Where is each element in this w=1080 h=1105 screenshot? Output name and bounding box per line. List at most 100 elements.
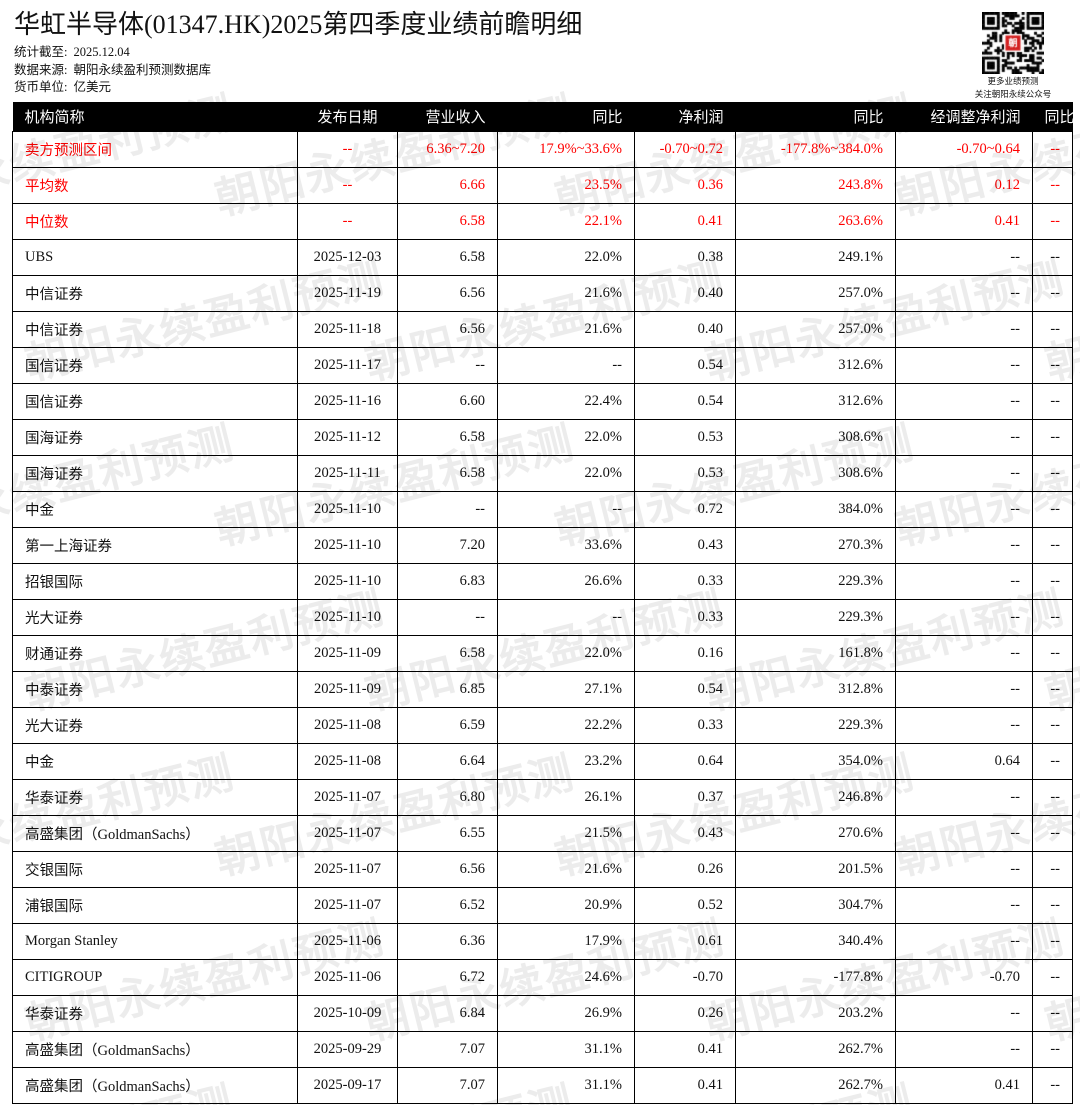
- cell-revenue-yoy: 22.4%: [497, 382, 635, 420]
- page-title: 华虹半导体(01347.HK)2025第四季度业绩前瞻明细: [14, 10, 583, 39]
- column-header-revenue-yoy[interactable]: 同比: [497, 102, 635, 131]
- cell-net-profit-yoy: 229.3%: [735, 706, 896, 744]
- cell-net-profit-yoy: -177.8%: [735, 958, 896, 996]
- cell-adj-net-profit-yoy: --: [1032, 562, 1073, 600]
- cell-publish-date: 2025-11-10: [297, 490, 398, 528]
- cell-revenue-yoy: 31.1%: [497, 1066, 635, 1104]
- table-row[interactable]: 财通证券 2025-11-09 6.58 22.0% 0.16 161.8% -- --: [12, 634, 1073, 672]
- table-row[interactable]: 光大证券 2025-11-10 -- -- 0.33 229.3% -- --: [12, 598, 1073, 636]
- table-row[interactable]: Morgan Stanley 2025-11-06 6.36 17.9% 0.61 340…: [12, 922, 1073, 960]
- summary-row[interactable]: 平均数 -- 6.66 23.5% 0.36 243.8% 0.12 --: [12, 166, 1073, 204]
- summary-row[interactable]: 卖方预测区间 -- 6.36~7.20 17.9%~33.6% -0.70~0.72 -1…: [12, 130, 1073, 168]
- cell-publish-date: 2025-12-03: [297, 238, 398, 276]
- column-header-net-profit-yoy[interactable]: 同比: [735, 102, 896, 131]
- column-header-institution[interactable]: 机构简称: [12, 102, 298, 131]
- table-row[interactable]: 国信证券 2025-11-16 6.60 22.4% 0.54 312.6% -- --: [12, 382, 1073, 420]
- table-row[interactable]: 国信证券 2025-11-17 -- -- 0.54 312.6% -- --: [12, 346, 1073, 384]
- cell-net-profit: 0.26: [634, 850, 736, 888]
- table-row[interactable]: 第一上海证券 2025-11-10 7.20 33.6% 0.43 270.3% -- --: [12, 526, 1073, 564]
- cell-institution: 国信证券: [12, 346, 298, 384]
- table-row[interactable]: CITIGROUP 2025-11-06 6.72 24.6% -0.70 -177.8%…: [12, 958, 1073, 996]
- summary-row[interactable]: 中位数 -- 6.58 22.1% 0.41 263.6% 0.41 --: [12, 202, 1073, 240]
- table-row[interactable]: 招银国际 2025-11-10 6.83 26.6% 0.33 229.3% -- --: [12, 562, 1073, 600]
- cell-net-profit-yoy: 262.7%: [735, 1066, 896, 1104]
- cell-institution: 光大证券: [12, 598, 298, 636]
- cell-revenue: 6.36~7.20: [397, 130, 498, 168]
- table-row[interactable]: 华泰证券 2025-11-07 6.80 26.1% 0.37 246.8% -- --: [12, 778, 1073, 816]
- cell-net-profit: 0.16: [634, 634, 736, 672]
- cell-revenue: 6.64: [397, 742, 498, 780]
- cell-net-profit-yoy: 340.4%: [735, 922, 896, 960]
- forecast-table: 机构简称 发布日期 营业收入 同比 净利润 同比 经调整净利润 同比 卖方预测区…: [12, 102, 1073, 1104]
- cell-adj-net-profit: --: [895, 886, 1033, 924]
- cell-revenue-yoy: 21.6%: [497, 850, 635, 888]
- cell-revenue: 6.56: [397, 310, 498, 348]
- cell-adj-net-profit-yoy: --: [1032, 814, 1073, 852]
- table-row[interactable]: 国海证券 2025-11-12 6.58 22.0% 0.53 308.6% -- --: [12, 418, 1073, 456]
- cell-revenue-yoy: 20.9%: [497, 886, 635, 924]
- table-row[interactable]: 中信证券 2025-11-19 6.56 21.6% 0.40 257.0% -- --: [12, 274, 1073, 312]
- cell-adj-net-profit-yoy: --: [1032, 1030, 1073, 1068]
- column-header-net-profit[interactable]: 净利润: [634, 102, 736, 131]
- cell-adj-net-profit-yoy: --: [1032, 346, 1073, 384]
- cell-institution: 华泰证券: [12, 778, 298, 816]
- cell-publish-date: 2025-11-10: [297, 598, 398, 636]
- cell-net-profit: 0.53: [634, 454, 736, 492]
- column-header-adj-net-profit[interactable]: 经调整净利润: [895, 102, 1033, 131]
- table-row[interactable]: 中泰证券 2025-11-09 6.85 27.1% 0.54 312.8% -- --: [12, 670, 1073, 708]
- table-row[interactable]: 中金 2025-11-10 -- -- 0.72 384.0% -- --: [12, 490, 1073, 528]
- column-header-publish-date[interactable]: 发布日期: [297, 102, 398, 131]
- meta-label-as-of: 统计截至:: [14, 45, 68, 59]
- cell-institution: 中信证券: [12, 310, 298, 348]
- cell-net-profit: 0.61: [634, 922, 736, 960]
- column-header-adj-net-profit-yoy[interactable]: 同比: [1032, 102, 1073, 131]
- cell-revenue: 7.20: [397, 526, 498, 564]
- cell-adj-net-profit-yoy: --: [1032, 454, 1073, 492]
- cell-institution: CITIGROUP: [12, 958, 298, 996]
- page-header: 华虹半导体(01347.HK)2025第四季度业绩前瞻明细 统计截至: 2025.…: [0, 0, 1080, 102]
- cell-adj-net-profit: --: [895, 346, 1033, 384]
- column-header-revenue[interactable]: 营业收入: [397, 102, 498, 131]
- table-row[interactable]: 国海证券 2025-11-11 6.58 22.0% 0.53 308.6% -- --: [12, 454, 1073, 492]
- cell-revenue: 6.55: [397, 814, 498, 852]
- table-row[interactable]: 交银国际 2025-11-07 6.56 21.6% 0.26 201.5% -- --: [12, 850, 1073, 888]
- cell-net-profit: -0.70: [634, 958, 736, 996]
- cell-adj-net-profit-yoy: --: [1032, 958, 1073, 996]
- cell-revenue: 6.58: [397, 202, 498, 240]
- cell-revenue: 6.60: [397, 382, 498, 420]
- cell-publish-date: 2025-11-09: [297, 634, 398, 672]
- cell-net-profit: 0.40: [634, 274, 736, 312]
- cell-revenue: --: [397, 598, 498, 636]
- cell-net-profit-yoy: 161.8%: [735, 634, 896, 672]
- cell-publish-date: 2025-11-10: [297, 526, 398, 564]
- cell-publish-date: 2025-11-07: [297, 778, 398, 816]
- table-row[interactable]: UBS 2025-12-03 6.58 22.0% 0.38 249.1% -- --: [12, 238, 1073, 276]
- cell-net-profit: 0.54: [634, 346, 736, 384]
- table-row[interactable]: 高盛集团（GoldmanSachs） 2025-09-29 7.07 31.1% 0.4…: [12, 1030, 1073, 1068]
- cell-net-profit-yoy: 229.3%: [735, 598, 896, 636]
- cell-publish-date: 2025-11-12: [297, 418, 398, 456]
- cell-adj-net-profit: 0.41: [895, 202, 1033, 240]
- table-row[interactable]: 中金 2025-11-08 6.64 23.2% 0.64 354.0% 0.64 --: [12, 742, 1073, 780]
- cell-adj-net-profit: --: [895, 526, 1033, 564]
- table-row[interactable]: 中信证券 2025-11-18 6.56 21.6% 0.40 257.0% -- --: [12, 310, 1073, 348]
- cell-net-profit-yoy: 249.1%: [735, 238, 896, 276]
- cell-institution: 财通证券: [12, 634, 298, 672]
- table-row[interactable]: 光大证券 2025-11-08 6.59 22.2% 0.33 229.3% -- --: [12, 706, 1073, 744]
- cell-revenue-yoy: 33.6%: [497, 526, 635, 564]
- cell-adj-net-profit: --: [895, 814, 1033, 852]
- qr-caption-line1: 更多业绩预测: [987, 76, 1039, 86]
- qr-code-icon[interactable]: [982, 12, 1044, 74]
- cell-publish-date: 2025-11-17: [297, 346, 398, 384]
- cell-publish-date: 2025-11-08: [297, 742, 398, 780]
- cell-institution: 光大证券: [12, 706, 298, 744]
- table-row[interactable]: 高盛集团（GoldmanSachs） 2025-11-07 6.55 21.5% 0.4…: [12, 814, 1073, 852]
- table-row[interactable]: 浦银国际 2025-11-07 6.52 20.9% 0.52 304.7% -- --: [12, 886, 1073, 924]
- table-row[interactable]: 华泰证券 2025-10-09 6.84 26.9% 0.26 203.2% -- --: [12, 994, 1073, 1032]
- cell-institution: 中金: [12, 742, 298, 780]
- table-row[interactable]: 高盛集团（GoldmanSachs） 2025-09-17 7.07 31.1% 0.4…: [12, 1066, 1073, 1104]
- cell-revenue-yoy: --: [497, 346, 635, 384]
- cell-net-profit: 0.37: [634, 778, 736, 816]
- cell-revenue: 7.07: [397, 1030, 498, 1068]
- cell-net-profit-yoy: 257.0%: [735, 310, 896, 348]
